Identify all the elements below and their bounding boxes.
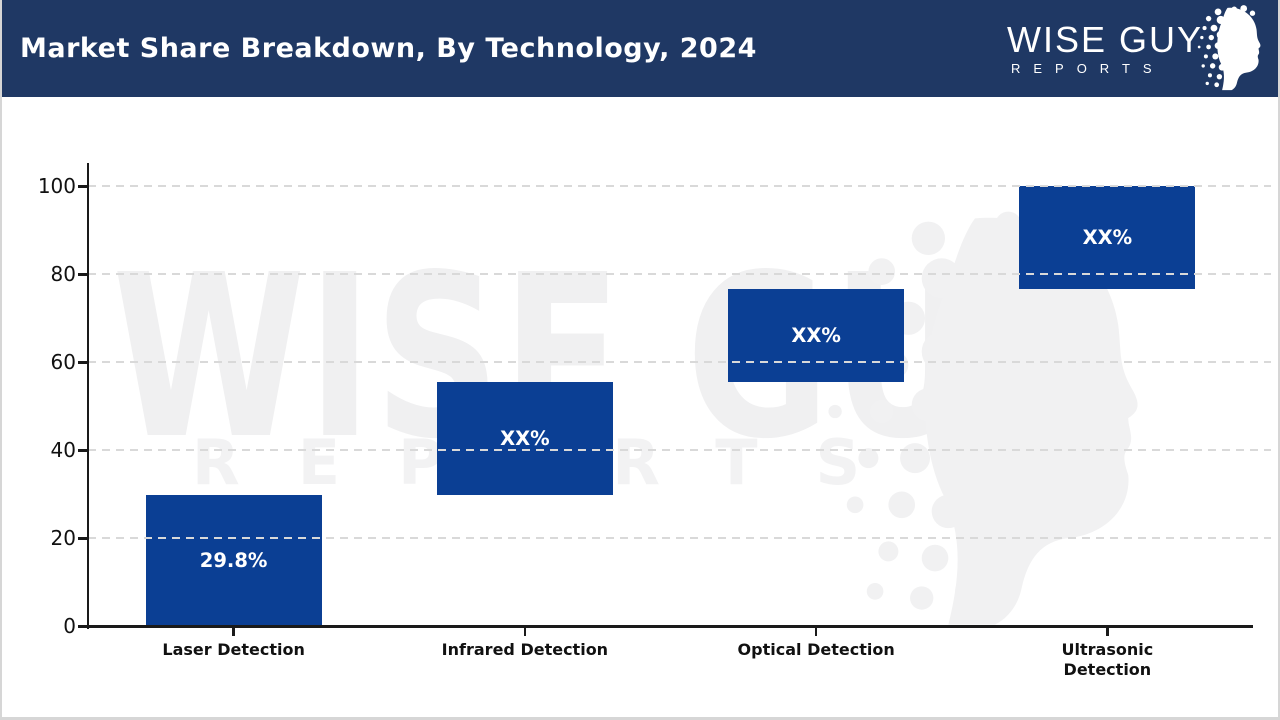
y-tick-label: 100 bbox=[37, 174, 76, 198]
x-tick-mark bbox=[523, 627, 527, 636]
bar-value-label: XX% bbox=[1082, 225, 1133, 249]
y-tick-label: 40 bbox=[50, 438, 76, 462]
y-tick-mark bbox=[78, 273, 87, 276]
logo-sub-text: REPORTS bbox=[1010, 60, 1165, 76]
x-category-label: Infrared Detection bbox=[441, 640, 609, 659]
gridline bbox=[88, 537, 1271, 539]
x-category-label: Optical Detection bbox=[737, 640, 895, 659]
x-tick-mark bbox=[232, 627, 235, 636]
y-tick-mark bbox=[78, 449, 87, 452]
bar-value-label: 29.8% bbox=[199, 548, 268, 572]
wiseguy-head-icon bbox=[1197, 4, 1261, 90]
y-tick-mark bbox=[78, 625, 87, 628]
bar-value-label: XX% bbox=[791, 323, 841, 347]
bar-segment: XX% bbox=[436, 381, 613, 495]
bar-segment: XX% bbox=[728, 288, 905, 382]
bar-value-label: XX% bbox=[500, 426, 550, 450]
y-tick-label: 80 bbox=[50, 262, 76, 286]
gridline bbox=[88, 361, 1271, 363]
y-tick-mark bbox=[78, 185, 87, 188]
logo-text: WISE GUY REPORTS bbox=[1006, 18, 1203, 76]
logo-brand-text: WISE GUY bbox=[1006, 18, 1203, 60]
x-category-label: Laser Detection bbox=[162, 640, 305, 659]
gridline bbox=[88, 449, 1271, 451]
y-tick-label: 60 bbox=[50, 350, 76, 374]
x-axis-line bbox=[87, 625, 1253, 628]
x-category-label: Ultrasonic Detection bbox=[1061, 640, 1154, 679]
page-title: Market Share Breakdown, By Technology, 2… bbox=[20, 33, 757, 64]
bar-segment: 29.8% bbox=[145, 494, 322, 626]
y-tick-label: 0 bbox=[63, 614, 76, 638]
bar-segment: XX% bbox=[1019, 186, 1196, 289]
wiseguy-logo: WISE GUY REPORTS bbox=[1006, 4, 1268, 93]
x-tick-mark bbox=[1106, 627, 1109, 636]
y-tick-mark bbox=[78, 361, 87, 364]
y-axis-line bbox=[86, 163, 89, 629]
y-tick-mark bbox=[78, 537, 87, 540]
gridline bbox=[88, 185, 1271, 187]
gridline bbox=[88, 273, 1271, 275]
y-tick-label: 20 bbox=[50, 526, 76, 550]
x-tick-mark bbox=[814, 627, 818, 636]
header-bar: Market Share Breakdown, By Technology, 2… bbox=[0, 0, 1280, 97]
